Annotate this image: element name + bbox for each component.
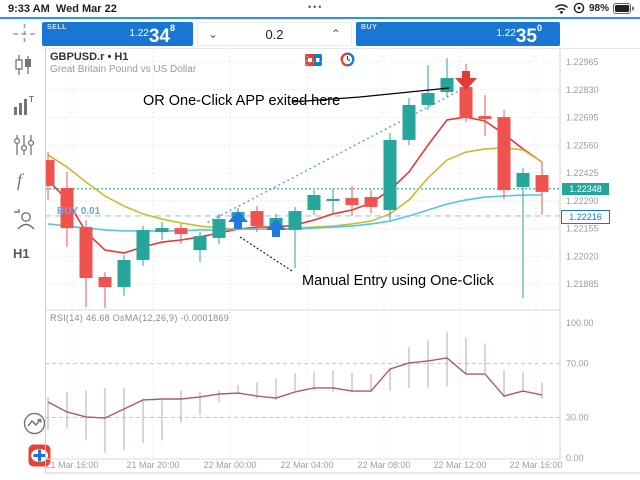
candle-body <box>174 228 188 235</box>
candle-body <box>117 259 131 288</box>
exit-note-pointer-line <box>291 87 450 103</box>
entry-note-pointer-line <box>239 236 293 272</box>
rsi-line <box>47 357 543 419</box>
accent-divider <box>0 17 640 19</box>
time-axis-label: 22 Mar 04:00 <box>280 460 333 470</box>
candle-body <box>478 116 492 119</box>
rsi-axis-label: 70.00 <box>566 359 589 369</box>
buy-price: 1.22350 <box>496 23 542 47</box>
indicators-f-icon[interactable]: f <box>17 170 23 190</box>
candle-body <box>98 277 112 288</box>
candle-body <box>79 227 93 279</box>
time-axis-label: 22 Mar 00:00 <box>203 460 256 470</box>
buy-button[interactable]: BUY 1.22350 <box>356 22 560 47</box>
order-price-badge: 1.22216 <box>561 210 610 224</box>
status-time-date: 9:33 AM Wed Mar 22 <box>8 3 117 15</box>
time-axis-label: 22 Mar 12:00 <box>433 460 486 470</box>
sell-arrow-marker[interactable] <box>455 70 477 90</box>
volume-value: 0.2 <box>265 26 284 42</box>
price-axis-label: 1.22830 <box>566 85 599 95</box>
candle-body <box>364 197 378 207</box>
candle-body <box>60 188 74 229</box>
annotation-exit-note: OR One-Click APP exited here <box>143 93 341 109</box>
candle-body <box>307 194 321 210</box>
symbol-title[interactable]: GBPUSD.r • H1 <box>50 51 129 63</box>
battery-percent: 98% <box>588 2 609 14</box>
candle-body <box>326 198 340 201</box>
candle-body <box>41 160 55 186</box>
quick-trade-wave-icon[interactable] <box>23 412 46 435</box>
more-dots-icon[interactable]: ••• <box>308 2 324 12</box>
candle-body <box>421 93 435 105</box>
volume-decrease-icon[interactable]: ⌄ <box>208 27 219 41</box>
crosshair-icon[interactable] <box>13 24 36 44</box>
candle-body <box>516 173 530 187</box>
svg-text:T: T <box>29 95 34 104</box>
candle-body <box>535 175 549 192</box>
rsi-axis-label: 0.00 <box>566 453 584 463</box>
chart-canvas[interactable]: 1.22965 1.22830 1.22695 1.22560 1.22425 1.222… <box>41 48 640 474</box>
candle-body <box>193 236 207 251</box>
candle-body <box>288 211 302 230</box>
buy-arrow-marker[interactable] <box>266 219 286 238</box>
time-axis-label: 21 Mar 16:00 <box>45 460 98 470</box>
buy-arrow-marker[interactable] <box>228 211 248 230</box>
price-axis-label: 1.22560 <box>566 140 599 150</box>
indicator-settings-icon[interactable] <box>13 135 35 155</box>
candle-body <box>136 229 150 260</box>
price-axis-label: 1.22020 <box>566 251 599 261</box>
sell-button[interactable]: SELL 1.22348 <box>42 22 193 47</box>
objects-analyst-icon[interactable] <box>12 208 36 230</box>
battery-icon <box>613 2 634 14</box>
rotation-lock-icon <box>573 2 585 14</box>
candle-body <box>402 104 416 140</box>
symbol-description: Great Britain Pound vs US Dollar <box>50 64 197 75</box>
volume-increase-icon[interactable]: ⌃ <box>330 27 341 41</box>
price-axis-label: 1.22290 <box>566 196 599 206</box>
time-axis-label: 22 Mar 16:00 <box>509 460 562 470</box>
volumes-icon[interactable]: T <box>13 95 35 115</box>
candle-body <box>345 198 359 206</box>
price-chart[interactable]: 1.22965 1.22830 1.22695 1.22560 1.22425 1.222… <box>41 48 640 474</box>
price-axis-label: 1.22965 <box>566 57 599 67</box>
price-axis-label: 1.22155 <box>566 224 599 234</box>
candle-body <box>250 211 264 227</box>
candle-body <box>440 78 454 93</box>
order-line-label: BUY 0.01 <box>57 206 101 217</box>
time-axis-label: 21 Mar 20:00 <box>126 460 179 470</box>
price-axis-label: 1.22425 <box>566 168 599 178</box>
candlestick-style-icon[interactable] <box>13 55 35 75</box>
candle-body <box>383 139 397 210</box>
price-axis-label: 1.22695 <box>566 113 599 123</box>
rsi-axis-label: 30.00 <box>566 413 589 423</box>
indicator-label: RSI(14) 46.68 OsMA(12,26,9) -0.0001869 <box>50 313 229 323</box>
candle-body <box>459 87 473 118</box>
price-axis-label: 1.21885 <box>566 279 599 289</box>
candle-body <box>155 228 169 232</box>
sell-price: 1.22348 <box>129 23 175 47</box>
wifi-icon <box>554 3 569 14</box>
buy-label: BUY <box>361 24 378 31</box>
volume-stepper[interactable]: ⌄ 0.2 ⌃ <box>197 22 352 46</box>
sell-label: SELL <box>47 24 67 31</box>
annotation-entry-note: Manual Entry using One-Click <box>302 273 494 289</box>
rsi-axis-label: 100.00 <box>566 318 594 328</box>
candle-body <box>212 219 226 238</box>
time-axis-label: 22 Mar 08:00 <box>357 460 410 470</box>
trend-line[interactable] <box>207 88 463 223</box>
bid-price-badge: 1.22348 <box>562 183 609 195</box>
status-bar: 9:33 AM Wed Mar 22 ••• 98% <box>0 0 640 17</box>
timeframe-button[interactable]: H1 <box>13 246 30 261</box>
candle-body <box>497 117 511 191</box>
